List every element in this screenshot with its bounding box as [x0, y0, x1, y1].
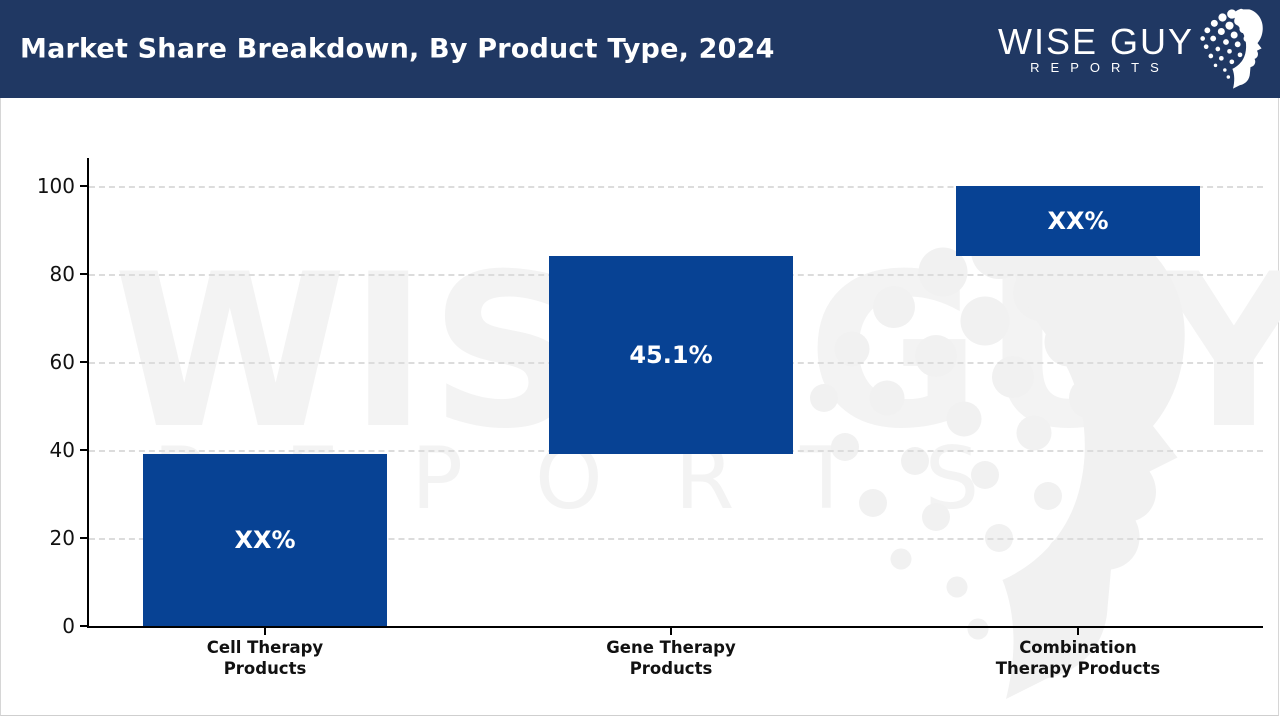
y-axis-line: [87, 158, 89, 628]
x-tick-mark: [1077, 628, 1079, 635]
watermark-dotted-head-icon: [796, 216, 1216, 706]
y-tick-label: 80: [49, 262, 75, 286]
y-tick-mark: [80, 625, 88, 627]
x-tick-mark: [670, 628, 672, 635]
grid-line: [89, 186, 1263, 188]
bar-segment: XX%: [143, 454, 387, 626]
x-axis-line: [87, 626, 1263, 628]
brand-logo: WISE GUY REPORTS: [998, 5, 1268, 93]
y-tick-mark: [80, 273, 88, 275]
bar-value-label: XX%: [1047, 206, 1109, 235]
x-tick-mark: [264, 628, 266, 635]
brand-name: WISE GUY: [997, 20, 1194, 62]
bar-segment: XX%: [956, 186, 1200, 256]
y-tick-mark: [80, 449, 88, 451]
y-tick-label: 100: [36, 174, 75, 198]
bar-value-label: XX%: [234, 526, 296, 555]
x-category-label: Cell Therapy Products: [206, 638, 324, 678]
chart-area: WISE GUY REPORTS XX% 45.1% XX% 0 20 40 60 80 10…: [0, 98, 1280, 716]
x-category-label: Gene Therapy Products: [606, 638, 736, 678]
y-tick-mark: [80, 537, 88, 539]
page-title: Market Share Breakdown, By Product Type,…: [20, 33, 775, 65]
x-category-label: Combination Therapy Products: [995, 638, 1161, 678]
brand-logo-text: WISE GUY REPORTS: [997, 20, 1194, 76]
y-tick-label: 20: [49, 526, 75, 550]
dotted-head-icon: [1198, 8, 1268, 90]
grid-line: [89, 538, 1263, 540]
bar-value-label: 45.1%: [629, 341, 713, 370]
y-tick-mark: [80, 185, 88, 187]
y-tick-label: 0: [62, 614, 75, 638]
y-tick-mark: [80, 361, 88, 363]
y-tick-label: 40: [49, 438, 75, 462]
header-bar: Market Share Breakdown, By Product Type,…: [0, 0, 1280, 98]
brand-subname: REPORTS: [1030, 60, 1170, 76]
bar-segment: 45.1%: [549, 255, 793, 455]
y-tick-label: 60: [49, 350, 75, 374]
